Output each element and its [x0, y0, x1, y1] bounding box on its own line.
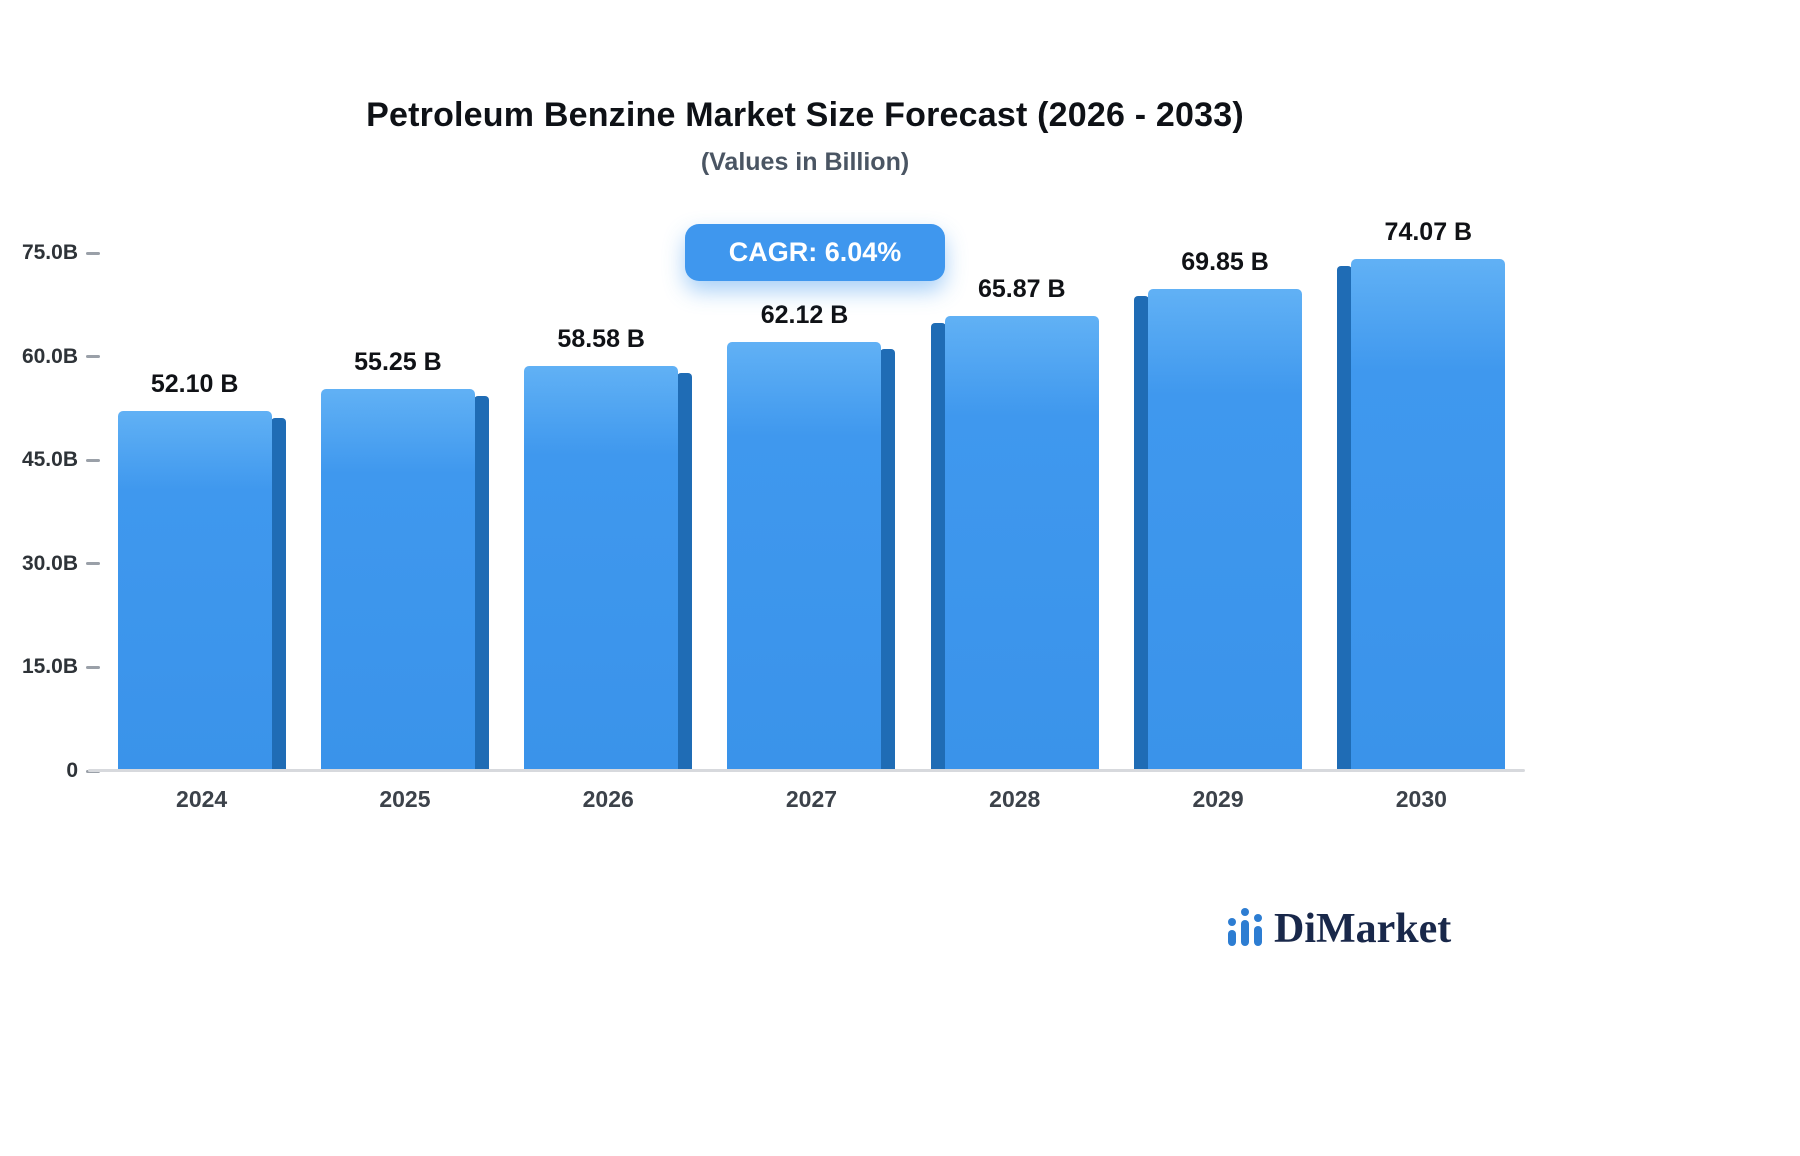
bar-front-face [117, 411, 272, 771]
bar-side-face [473, 396, 489, 771]
y-tick-mark [86, 665, 100, 669]
bar-slot: 62.12 B [710, 253, 913, 771]
bar-value-label: 74.07 B [1384, 218, 1473, 246]
bar-2028: 65.87 B [930, 275, 1099, 771]
bar-front-face [944, 316, 1099, 771]
y-tick-label: 45.0B [21, 448, 78, 472]
x-axis-label: 2028 [989, 786, 1041, 812]
dimarket-logo-text: DiMarket [1274, 906, 1452, 952]
x-axis-label: 2025 [379, 786, 431, 812]
x-axis-label: 2027 [785, 786, 838, 812]
dimarket-bars-icon [1228, 902, 1262, 950]
y-axis: 75.0B 60.0B 45.0B 30.0B 15.0B 0 [0, 241, 100, 782]
y-tick-label: 30.0B [21, 551, 78, 575]
bar-front-face [1351, 259, 1506, 771]
x-axis-label: 2030 [1395, 786, 1447, 812]
y-tick-mark [86, 355, 100, 359]
bar-side-face [880, 349, 896, 771]
y-tick-mark [86, 562, 100, 566]
y-tick-mark [86, 251, 100, 255]
bar-slot: 55.25 B [303, 253, 506, 771]
y-tick-label: 15.0B [21, 655, 78, 679]
y-tick-mark [86, 458, 100, 462]
y-tick-label: 0 [66, 759, 78, 782]
chart-title: Petroleum Benzine Market Size Forecast (… [366, 96, 1244, 134]
y-tick: 60.0B [22, 345, 100, 369]
x-axis-label: 2029 [1192, 786, 1244, 812]
bar-slot: 69.85 B [1116, 248, 1319, 771]
bar-front-face [727, 342, 882, 771]
bar-value-label: 52.10 B [150, 370, 239, 398]
bar-2030: 74.07 B [1337, 218, 1506, 771]
bar-slot: 58.58 B [507, 253, 710, 771]
bar-value-label: 55.25 B [354, 348, 442, 376]
bar-slot: 74.07 B [1320, 218, 1523, 771]
bar-slot: 65.87 B [913, 253, 1116, 771]
x-axis-line [88, 769, 1525, 772]
bar-value-label: 65.87 B [977, 275, 1066, 303]
bar-side-face [1337, 266, 1353, 771]
y-tick-label: 60.0B [21, 344, 78, 368]
chart-subtitle: (Values in Billion) [700, 148, 910, 176]
bar-slot: 52.10 B [100, 253, 303, 771]
bar-front-face [524, 366, 679, 771]
bar-front-face [1148, 289, 1303, 771]
bar-value-label: 69.85 B [1181, 248, 1269, 276]
y-tick: 30.0B [22, 552, 100, 576]
y-tick-label: 75.0B [21, 241, 78, 264]
bar-2029: 69.85 B [1134, 248, 1303, 771]
x-axis-label: 2026 [582, 786, 634, 812]
x-axis-labels: 2024 2025 2026 2027 2028 2029 2030 [100, 786, 1523, 813]
cagr-badge: CAGR: 6.04% [685, 224, 945, 281]
plot-area: 52.10 B 55.25 B 58.58 B 62.12 B 65.87 B 69.85… [100, 218, 1523, 771]
bar-front-face [320, 389, 475, 771]
bar-side-face [677, 373, 693, 771]
bar-side-face [270, 418, 286, 771]
bar-2026: 58.58 B [524, 325, 693, 771]
bar-2027: 62.12 B [727, 301, 896, 771]
x-axis-label: 2024 [176, 786, 228, 812]
bar-side-face [930, 323, 946, 771]
y-tick: 15.0B [22, 655, 100, 679]
y-tick: 75.0B [22, 241, 100, 265]
cagr-label: CAGR: 6.04% [728, 237, 902, 267]
bar-2025: 55.25 B [320, 348, 489, 771]
y-tick: 45.0B [22, 448, 100, 472]
dimarket-logo: DiMarket [1228, 902, 1451, 950]
bar-value-label: 62.12 B [760, 301, 849, 329]
bar-value-label: 58.58 B [557, 325, 645, 353]
bar-2024: 52.10 B [117, 370, 286, 771]
bar-side-face [1134, 296, 1150, 771]
